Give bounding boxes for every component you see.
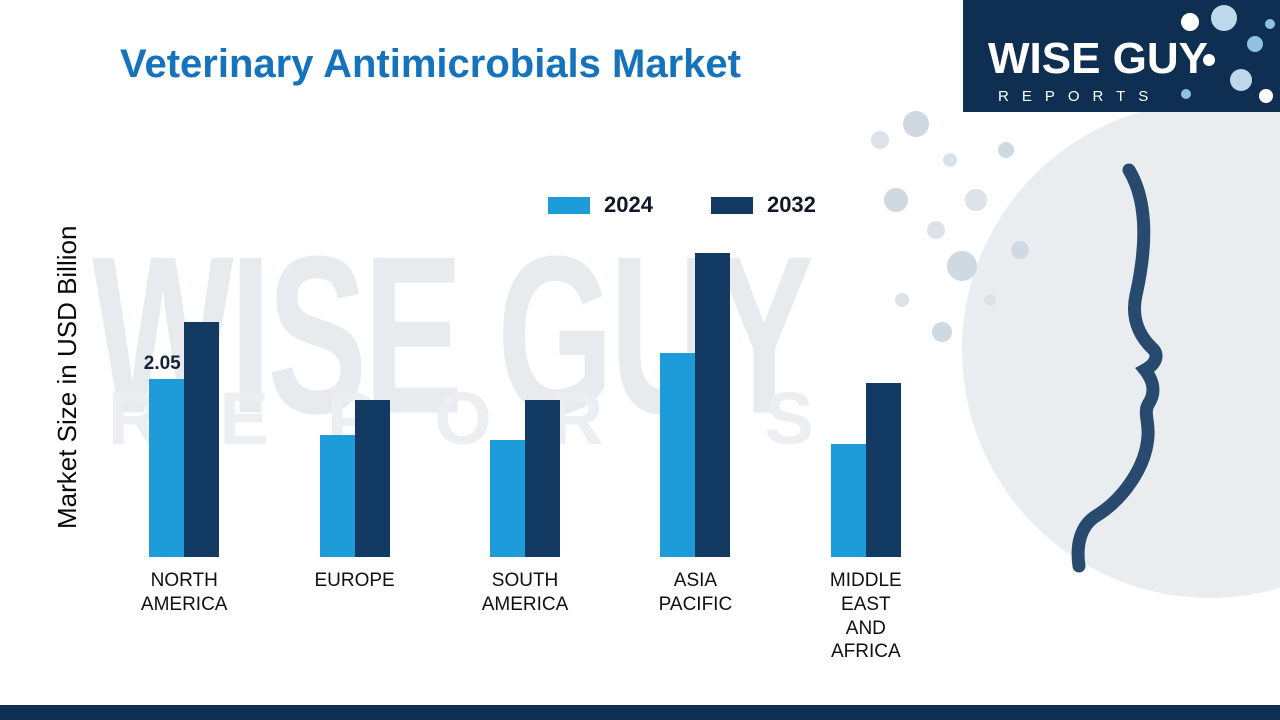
legend-item-2024: 2024: [548, 192, 653, 218]
bar-2024-north-america: 2.05: [144, 353, 185, 557]
wiseguy-face-graphic: [871, 0, 1280, 598]
bar-2024-middle-east-and-africa: [830, 444, 866, 557]
category-label-europe: EUROPE: [314, 570, 395, 591]
category-label-south-america: SOUTH AMERICA: [481, 570, 569, 615]
bar-group-europe: EUROPE: [269, 244, 439, 591]
bar-group-south-america: SOUTH AMERICA: [440, 244, 610, 615]
legend-item-2032: 2032: [710, 192, 816, 218]
face-profile-line: [1071, 163, 1163, 573]
bar-2032-south-america: [525, 400, 561, 557]
logo-wordmark: WISE GUY: [988, 34, 1209, 83]
bar-group-middle-east-and-africa: MIDDLE EAST AND AFRICA: [781, 244, 951, 662]
legend-label-2032: 2032: [766, 192, 816, 217]
bar-group-north-america: 2.05 NORTH AMERICA: [99, 244, 269, 615]
bar-2032-asia-pacific: [695, 253, 731, 557]
bar-chart-plot-area: 2.05 NORTH AMERICA EUROPE SOUTH AMERICA ASIA…: [99, 244, 951, 662]
bar-2024-south-america: [490, 440, 526, 557]
bar-2032-europe: [354, 400, 390, 557]
legend-label-2024: 2024: [604, 192, 653, 217]
bar-2032-middle-east-and-africa: [865, 383, 901, 557]
legend-swatch-2024: [548, 196, 590, 214]
footer-bar: [0, 705, 1280, 720]
bar-2024-europe: [319, 435, 355, 557]
bar-group-asia-pacific: ASIA PACIFIC: [610, 244, 780, 615]
bar-2024-asia-pacific: [660, 353, 696, 557]
y-axis-label: Market Size in USD Billion: [52, 225, 82, 530]
bar-2032-north-america: [184, 322, 220, 557]
category-label-north-america: NORTH AMERICA: [140, 570, 228, 615]
logo-subtitle: REPORTS: [998, 88, 1162, 105]
chart-legend: 2024 2032: [548, 192, 816, 218]
page-title: Veterinary Antimicrobials Market: [120, 42, 741, 86]
category-label-asia-pacific: ASIA PACIFIC: [658, 570, 733, 615]
category-label-middle-east-and-africa: MIDDLE EAST AND AFRICA: [829, 570, 902, 663]
legend-swatch-2032: [710, 196, 753, 214]
value-label-2024-north-america: 2.05: [143, 353, 181, 374]
